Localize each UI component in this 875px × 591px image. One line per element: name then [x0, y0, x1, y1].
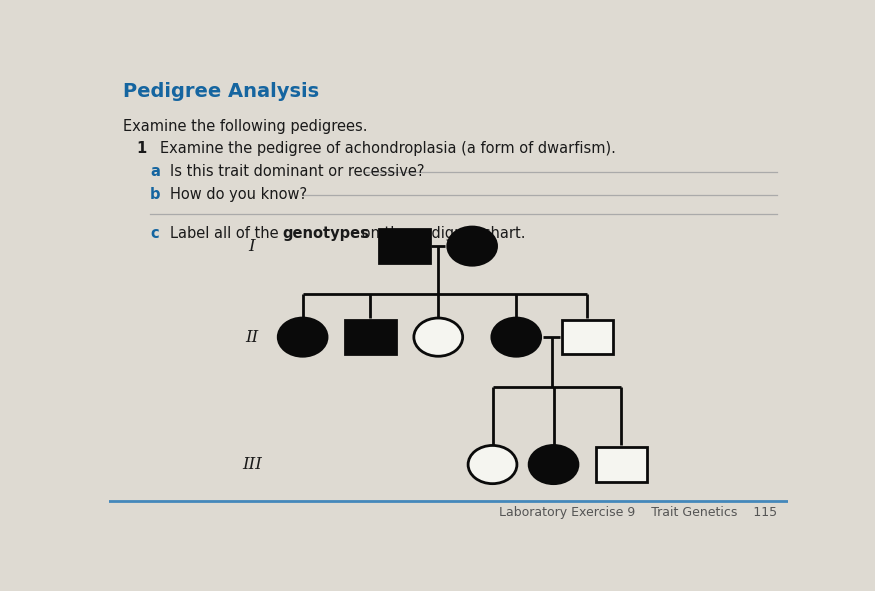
Text: How do you know?: How do you know?: [171, 187, 307, 202]
Text: I: I: [248, 238, 255, 255]
Text: c: c: [150, 226, 158, 241]
Text: Is this trait dominant or recessive?: Is this trait dominant or recessive?: [171, 164, 425, 179]
Ellipse shape: [414, 318, 463, 356]
Bar: [596, 447, 648, 482]
Ellipse shape: [468, 446, 517, 483]
Bar: [345, 320, 396, 355]
Ellipse shape: [492, 318, 541, 356]
Ellipse shape: [278, 318, 327, 356]
Ellipse shape: [529, 446, 578, 483]
Text: on the pedigree chart.: on the pedigree chart.: [357, 226, 525, 241]
Text: b: b: [150, 187, 161, 202]
Text: Examine the pedigree of achondroplasia (a form of dwarfism).: Examine the pedigree of achondroplasia (…: [160, 141, 616, 157]
Text: III: III: [242, 456, 262, 473]
Bar: [379, 229, 430, 264]
Text: Examine the following pedigrees.: Examine the following pedigrees.: [123, 119, 368, 134]
Text: II: II: [245, 329, 258, 346]
Text: a: a: [150, 164, 160, 179]
Ellipse shape: [448, 227, 497, 265]
Text: Laboratory Exercise 9    Trait Genetics    115: Laboratory Exercise 9 Trait Genetics 115: [500, 506, 777, 519]
Text: genotypes: genotypes: [283, 226, 369, 241]
Text: Label all of the: Label all of the: [171, 226, 284, 241]
Text: Pedigree Analysis: Pedigree Analysis: [123, 82, 319, 101]
Text: 1: 1: [136, 141, 147, 157]
Bar: [562, 320, 613, 355]
